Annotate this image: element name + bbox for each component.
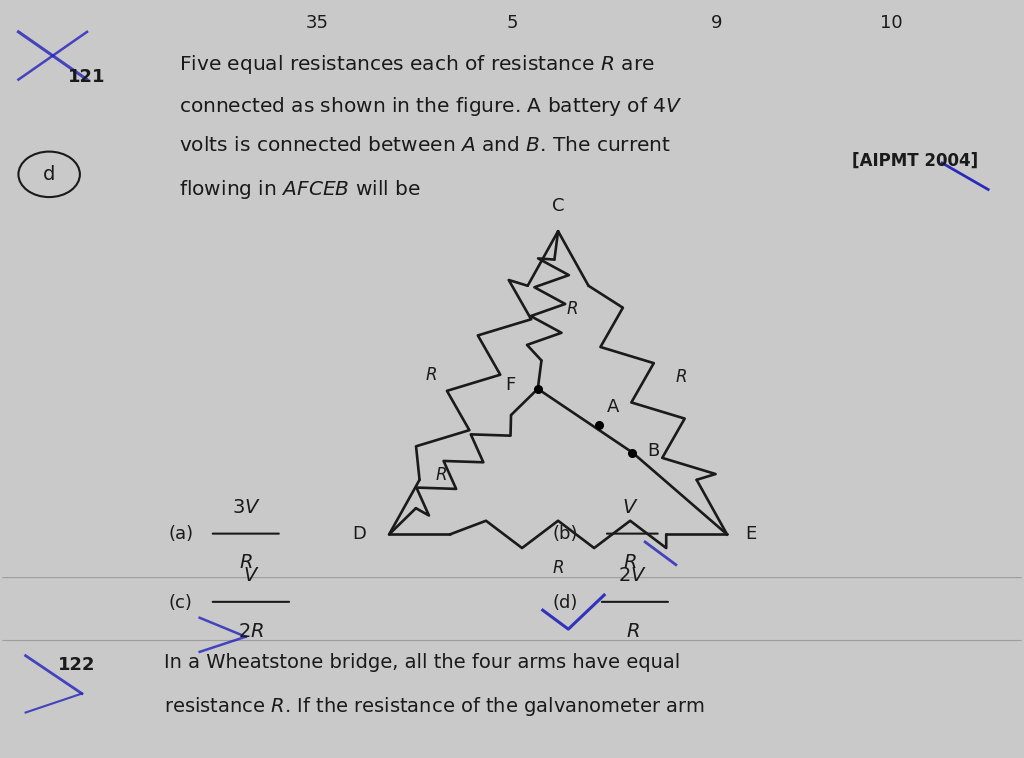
Text: (b): (b) (553, 525, 579, 543)
Text: C: C (552, 196, 564, 215)
Text: $R$: $R$ (566, 299, 579, 318)
Text: (c): (c) (169, 594, 193, 612)
Text: E: E (745, 525, 757, 543)
Text: $R$: $R$ (552, 559, 564, 577)
Text: $R$: $R$ (676, 368, 687, 386)
Text: D: D (352, 525, 367, 543)
Text: $V$: $V$ (622, 498, 638, 517)
Text: $R$: $R$ (435, 466, 447, 484)
Text: A: A (607, 398, 620, 416)
Text: connected as shown in the figure. A battery of $4V$: connected as shown in the figure. A batt… (179, 95, 683, 117)
Text: [AIPMT 2004]: [AIPMT 2004] (852, 152, 978, 170)
Text: 9: 9 (711, 14, 723, 32)
Text: 35: 35 (306, 14, 329, 32)
Text: $2R$: $2R$ (238, 622, 264, 641)
Text: B: B (647, 442, 659, 460)
Text: $R$: $R$ (239, 553, 253, 572)
Text: $R$: $R$ (626, 622, 640, 641)
Text: 10: 10 (880, 14, 902, 32)
Text: 122: 122 (58, 656, 95, 674)
Text: In a Wheatstone bridge, all the four arms have equal: In a Wheatstone bridge, all the four arm… (164, 653, 680, 672)
Text: volts is connected between $A$ and $B$. The current: volts is connected between $A$ and $B$. … (179, 136, 671, 155)
Text: (a): (a) (169, 525, 195, 543)
Text: Five equal resistances each of resistance $R$ are: Five equal resistances each of resistanc… (179, 53, 655, 76)
Text: $R$: $R$ (425, 366, 436, 384)
Text: flowing in $AFCEB$ will be: flowing in $AFCEB$ will be (179, 178, 421, 201)
Text: F: F (505, 376, 515, 394)
Text: $V$: $V$ (243, 566, 259, 585)
Text: $R$: $R$ (623, 553, 637, 572)
Text: 121: 121 (69, 68, 105, 86)
Text: d: d (43, 164, 55, 184)
Text: resistance $R$. If the resistance of the galvanometer arm: resistance $R$. If the resistance of the… (164, 695, 705, 718)
Text: $2V$: $2V$ (618, 566, 647, 585)
Text: (d): (d) (553, 594, 579, 612)
Text: 5: 5 (506, 14, 518, 32)
Text: $3V$: $3V$ (231, 498, 260, 517)
